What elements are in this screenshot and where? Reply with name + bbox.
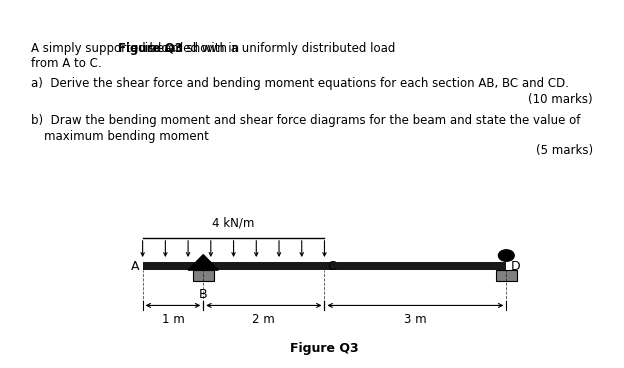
Text: a)  Derive the shear force and bending moment equations for each section AB, BC : a) Derive the shear force and bending mo… [31, 77, 569, 90]
Text: Figure Q3: Figure Q3 [118, 42, 182, 54]
Text: 4 kN/m: 4 kN/m [212, 217, 255, 230]
Text: C: C [328, 260, 336, 273]
Text: D: D [511, 260, 521, 273]
Bar [193, 270, 214, 281]
Text: 2 m: 2 m [253, 314, 275, 326]
Text: from A to C.: from A to C. [31, 57, 102, 70]
Text: maximum bending moment: maximum bending moment [44, 130, 208, 142]
Polygon shape [188, 255, 218, 270]
Text: B: B [199, 288, 208, 301]
Circle shape [499, 250, 514, 261]
Text: b)  Draw the bending moment and shear force diagrams for the beam and state the : b) Draw the bending moment and shear for… [31, 114, 580, 127]
Text: A: A [131, 260, 140, 273]
Bar [143, 262, 506, 270]
Text: (10 marks): (10 marks) [528, 93, 593, 106]
Text: A simply supported beam shown in: A simply supported beam shown in [31, 42, 243, 54]
Text: Figure Q3: Figure Q3 [290, 342, 359, 355]
Text: 3 m: 3 m [404, 314, 427, 326]
Text: is loaded with a uniformly distributed load: is loaded with a uniformly distributed l… [141, 42, 396, 54]
Bar [495, 270, 517, 281]
Text: 1 m: 1 m [162, 314, 184, 326]
Text: (5 marks): (5 marks) [535, 144, 593, 156]
